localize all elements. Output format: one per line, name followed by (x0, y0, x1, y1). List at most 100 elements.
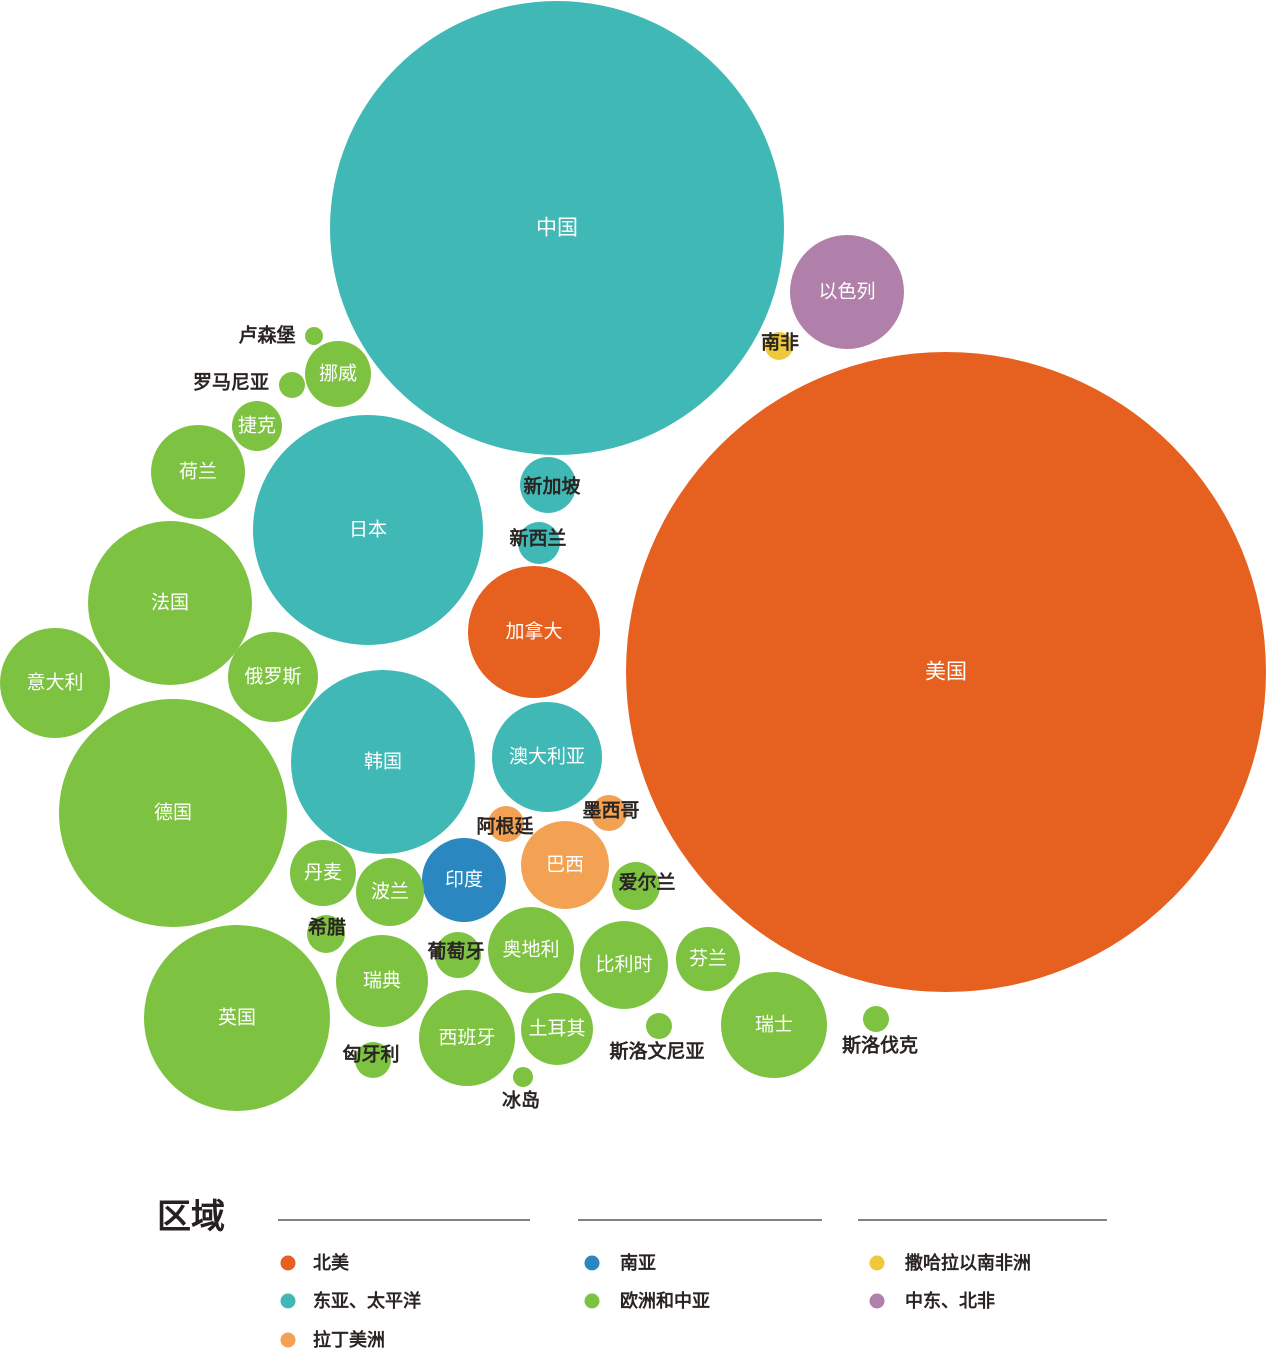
legend-swatch-south_asia (584, 1255, 600, 1271)
bubble-label-belgium: 比利时 (595, 954, 652, 976)
bubble-label-australia: 澳大利亚 (509, 746, 585, 768)
bubbles-layer (0, 1, 1266, 1111)
bubble-hungary[interactable] (355, 1042, 391, 1078)
bubble-romania[interactable] (279, 372, 305, 398)
bubble-label-italy: 意大利 (26, 672, 83, 694)
bubble-poland[interactable] (356, 858, 424, 926)
bubble-brazil[interactable] (521, 821, 609, 909)
bubble-label-hungary: 匈牙利 (342, 1043, 399, 1066)
bubble-norway[interactable] (305, 341, 371, 407)
bubble-label-usa: 美国 (925, 661, 967, 684)
bubble-south-korea[interactable] (291, 670, 475, 854)
bubble-ireland[interactable] (612, 862, 660, 910)
bubble-singapore[interactable] (520, 457, 576, 513)
bubble-turkey[interactable] (521, 993, 593, 1065)
bubble-label-norway: 挪威 (319, 363, 357, 385)
bubble-label-south-korea: 韩国 (364, 751, 402, 773)
bubble-label-china: 中国 (536, 217, 578, 240)
bubble-mexico[interactable] (591, 795, 627, 831)
bubble-label-austria: 奥地利 (502, 939, 559, 961)
bubble-denmark[interactable] (290, 840, 356, 906)
bubble-japan[interactable] (253, 415, 483, 645)
legend-label-sub_saharan_africa: 撒哈拉以南非洲 (905, 1252, 1031, 1273)
legend-item-europe_central_asia[interactable]: 欧洲和中亚 (584, 1290, 711, 1311)
bubble-usa[interactable] (626, 352, 1266, 992)
bubble-label-mexico: 墨西哥 (582, 800, 639, 822)
bubble-label-turkey: 土耳其 (528, 1018, 585, 1040)
bubble-iceland[interactable] (513, 1067, 533, 1087)
bubble-label-ireland: 爱尔兰 (618, 871, 675, 894)
bubble-label-india: 印度 (445, 869, 483, 891)
legend-swatch-europe_central_asia (584, 1293, 600, 1309)
bubble-uk[interactable] (144, 925, 330, 1111)
bubble-czechia[interactable] (232, 401, 282, 451)
bubble-label-brazil: 巴西 (546, 855, 584, 876)
bubble-israel[interactable] (790, 235, 904, 349)
legend-label-middle_east_north_africa: 中东、北非 (905, 1290, 995, 1311)
bubble-south-africa[interactable] (765, 332, 793, 360)
legend-item-north_america[interactable]: 北美 (280, 1252, 350, 1273)
bubble-canada[interactable] (468, 566, 600, 698)
bubble-argentina[interactable] (488, 806, 524, 842)
bubble-australia[interactable] (492, 702, 602, 812)
bubble-label-argentina: 阿根廷 (476, 815, 534, 838)
bubble-italy[interactable] (0, 628, 110, 738)
bubble-label-iceland: 冰岛 (502, 1089, 540, 1112)
bubble-sweden[interactable] (336, 935, 428, 1027)
bubble-label-slovenia: 斯洛文尼亚 (609, 1040, 704, 1063)
bubble-china[interactable] (330, 1, 784, 455)
bubble-label-south-africa: 南非 (761, 332, 799, 354)
bubble-india[interactable] (422, 838, 506, 922)
legend-label-east_asia_pacific: 东亚、太平洋 (313, 1290, 421, 1311)
legend-item-latin_america[interactable]: 拉丁美洲 (280, 1329, 386, 1350)
legend-item-south_asia[interactable]: 南亚 (584, 1252, 657, 1273)
bubble-label-sweden: 瑞典 (363, 970, 401, 992)
legend-swatch-latin_america (280, 1332, 296, 1348)
legend-item-east_asia_pacific[interactable]: 东亚、太平洋 (280, 1290, 422, 1311)
bubble-label-slovakia: 斯洛伐克 (842, 1034, 918, 1057)
bubble-finland[interactable] (676, 927, 740, 991)
bubble-belgium[interactable] (580, 921, 668, 1009)
bubble-germany[interactable] (59, 699, 287, 927)
bubble-greece[interactable] (307, 915, 345, 953)
bubble-label-uk: 英国 (218, 1007, 256, 1029)
bubble-label-denmark: 丹麦 (304, 862, 342, 884)
legend-title: 区域 (157, 1198, 225, 1236)
bubble-label-russia: 俄罗斯 (244, 666, 301, 688)
bubble-label-luxembourg: 卢森堡 (238, 324, 295, 347)
legend-item-sub_saharan_africa[interactable]: 撒哈拉以南非洲 (869, 1252, 1032, 1273)
bubble-portugal[interactable] (435, 932, 481, 978)
bubble-label-france: 法国 (151, 592, 189, 614)
legend-item-middle_east_north_africa[interactable]: 中东、北非 (869, 1290, 996, 1311)
bubble-netherlands[interactable] (151, 425, 245, 519)
bubble-russia[interactable] (228, 632, 318, 722)
bubble-label-romania: 罗马尼亚 (193, 372, 269, 394)
legend-label-europe_central_asia: 欧洲和中亚 (620, 1290, 710, 1311)
bubble-label-germany: 德国 (154, 802, 192, 824)
bubble-label-new-zealand: 新西兰 (509, 527, 566, 550)
bubble-slovenia[interactable] (646, 1013, 672, 1039)
bubble-austria[interactable] (488, 907, 574, 993)
bubble-label-netherlands: 荷兰 (179, 461, 217, 483)
legend-label-latin_america: 拉丁美洲 (313, 1329, 385, 1350)
bubble-luxembourg[interactable] (305, 327, 323, 345)
bubble-label-singapore: 新加坡 (523, 475, 581, 498)
bubble-label-israel: 以色列 (818, 281, 875, 303)
legend-label-north_america: 北美 (313, 1252, 349, 1273)
bubble-label-canada: 加拿大 (505, 620, 562, 643)
legend-swatch-sub_saharan_africa (869, 1255, 885, 1271)
bubble-label-poland: 波兰 (371, 881, 409, 903)
bubble-label-finland: 芬兰 (689, 948, 727, 970)
bubble-spain[interactable] (419, 990, 515, 1086)
bubble-switzerland[interactable] (721, 972, 827, 1078)
legend-swatch-north_america (280, 1255, 296, 1271)
bubble-france[interactable] (88, 521, 252, 685)
bubble-new-zealand[interactable] (518, 522, 560, 564)
legend-swatch-middle_east_north_africa (869, 1293, 885, 1309)
legend-label-south_asia: 南亚 (620, 1252, 656, 1273)
bubble-slovakia[interactable] (863, 1006, 889, 1032)
